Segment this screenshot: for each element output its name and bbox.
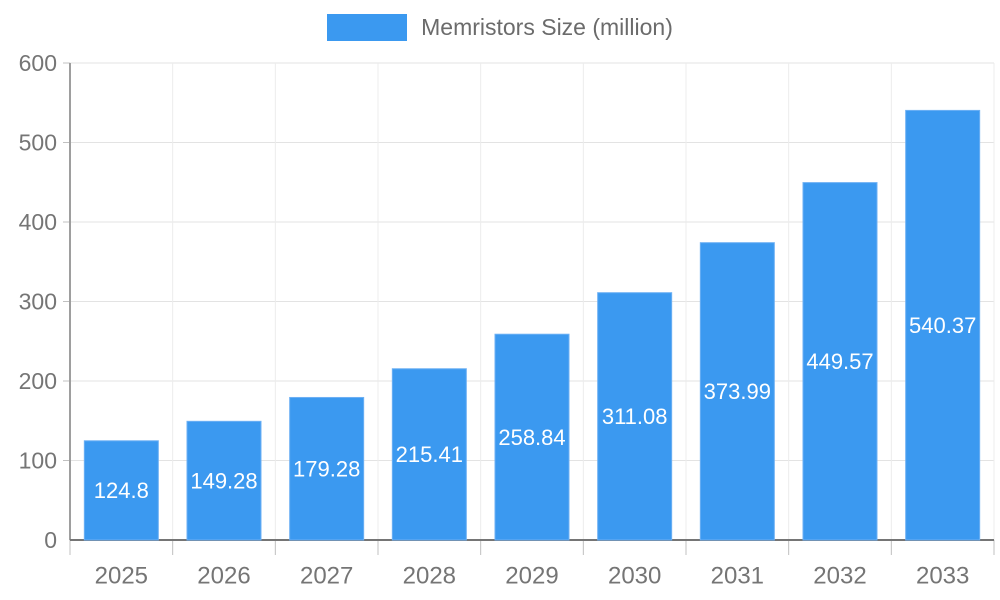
bar[interactable] (83, 440, 159, 541)
y-tick-label: 0 (44, 527, 57, 553)
y-tick-label: 600 (19, 50, 57, 76)
bar[interactable] (494, 333, 570, 541)
bar-value-label: 179.28 (293, 456, 360, 481)
legend-swatch (327, 14, 408, 41)
bar-value-label: 124.8 (94, 478, 149, 503)
bar[interactable] (802, 182, 878, 541)
y-tick-label: 500 (19, 130, 57, 156)
y-tick-label: 200 (19, 368, 57, 394)
bar-value-label: 215.41 (396, 442, 463, 467)
x-tick-label: 2030 (608, 562, 661, 589)
bar-value-label: 311.08 (602, 404, 668, 429)
bar[interactable] (597, 292, 673, 541)
bar[interactable] (186, 420, 262, 541)
x-tick-label: 2031 (711, 562, 764, 589)
y-tick-label: 100 (19, 448, 57, 474)
bar-value-label: 149.28 (190, 468, 257, 493)
bar[interactable] (699, 242, 775, 541)
x-tick-label: 2025 (95, 562, 148, 589)
bar[interactable] (391, 368, 467, 541)
legend-label: Memristors Size (million) (421, 14, 673, 40)
bar-value-label: 449.57 (806, 349, 873, 374)
legend-item[interactable]: Memristors Size (million) (327, 14, 673, 41)
x-tick-label: 2032 (813, 562, 866, 589)
bar[interactable] (289, 396, 365, 541)
x-tick-label: 2028 (403, 562, 456, 589)
y-tick-label: 300 (19, 289, 57, 315)
x-tick-label: 2033 (916, 562, 969, 589)
y-tick-label: 400 (19, 209, 57, 235)
bar-value-label: 373.99 (704, 379, 771, 404)
x-tick-label: 2029 (505, 562, 558, 589)
x-tick-label: 2026 (197, 562, 250, 589)
legend: Memristors Size (million) (0, 14, 1000, 41)
bar[interactable] (905, 109, 981, 541)
bar-value-label: 540.37 (909, 313, 976, 338)
bar-value-label: 258.84 (498, 425, 565, 450)
x-tick-label: 2027 (300, 562, 353, 589)
